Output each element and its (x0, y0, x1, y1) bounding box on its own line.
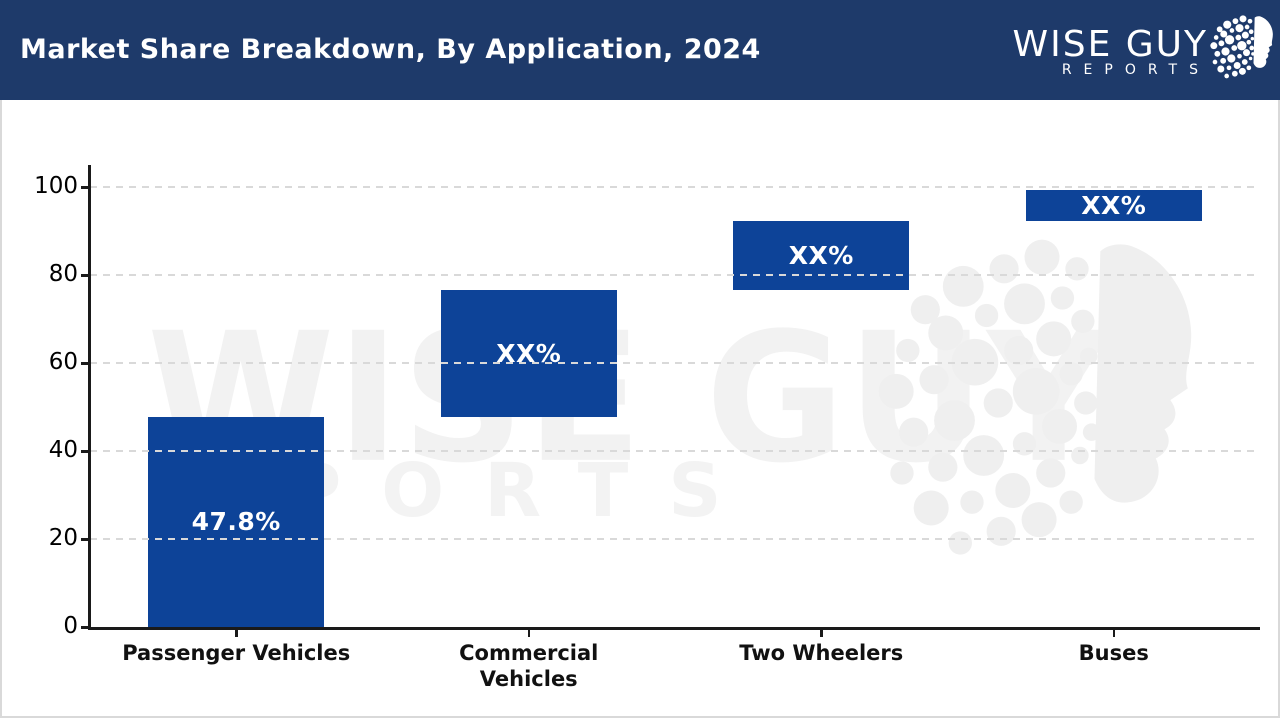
x-tick-label: Passenger Vehicles (86, 640, 386, 666)
bar: XX% (1025, 189, 1202, 222)
y-tick-mark (81, 274, 90, 277)
bar: XX% (440, 289, 617, 417)
x-tick-label-line: Buses (1078, 641, 1149, 665)
x-tick-label-line: Vehicles (479, 667, 578, 692)
gridline (90, 450, 1260, 452)
bar-value-label: XX% (788, 241, 854, 271)
x-tick-mark (527, 630, 530, 637)
page-title: Market Share Breakdown, By Application, … (20, 34, 761, 65)
logo-head-icon (1210, 15, 1273, 79)
watermark-head-icon (878, 239, 1192, 555)
y-tick-mark (81, 186, 90, 189)
bar: 47.8% (148, 416, 325, 627)
y-axis-line (88, 165, 91, 629)
x-tick-label-line: Two Wheelers (739, 641, 904, 665)
bar: XX% (733, 221, 910, 290)
y-tick-mark (81, 362, 90, 365)
gridline (90, 362, 1260, 364)
y-tick-label: 80 (48, 261, 78, 287)
y-tick-label: 0 (63, 613, 78, 639)
chart-card: WISE GUY PORTS 0 20 40 60 80 100 47.8% Passenge… (0, 100, 1280, 718)
x-tick-label: Commercial Vehicles (379, 640, 679, 693)
y-tick-label: 100 (34, 173, 78, 199)
y-tick-label: 40 (48, 437, 78, 463)
x-axis-line (88, 627, 1260, 630)
bar-value-label: XX% (1081, 190, 1147, 220)
logo-wordmark: WISE GUY (1012, 24, 1208, 65)
logo-subtext: REPORTS (1061, 62, 1210, 78)
x-tick-mark (235, 630, 238, 637)
gridline (90, 538, 1260, 540)
brand-logo: WISE GUY REPORTS (1000, 0, 1280, 100)
y-tick-mark (81, 538, 90, 541)
gridline (90, 186, 1260, 188)
x-tick-label-line: Commercial (459, 641, 599, 665)
y-tick-label: 60 (48, 349, 78, 375)
x-tick-label-line: Passenger Vehicles (122, 641, 351, 665)
y-tick-mark (81, 626, 90, 629)
x-tick-label: Buses (964, 640, 1264, 666)
bar-value-label: 47.8% (191, 507, 281, 537)
y-tick-label: 20 (48, 525, 78, 551)
x-tick-mark (1112, 630, 1115, 637)
y-tick-mark (81, 450, 90, 453)
x-tick-mark (820, 630, 823, 637)
watermark-subtext: PORTS (287, 448, 762, 534)
gridline (90, 274, 1260, 276)
x-tick-label: Two Wheelers (671, 640, 971, 666)
header-bar: Market Share Breakdown, By Application, … (0, 0, 1280, 100)
